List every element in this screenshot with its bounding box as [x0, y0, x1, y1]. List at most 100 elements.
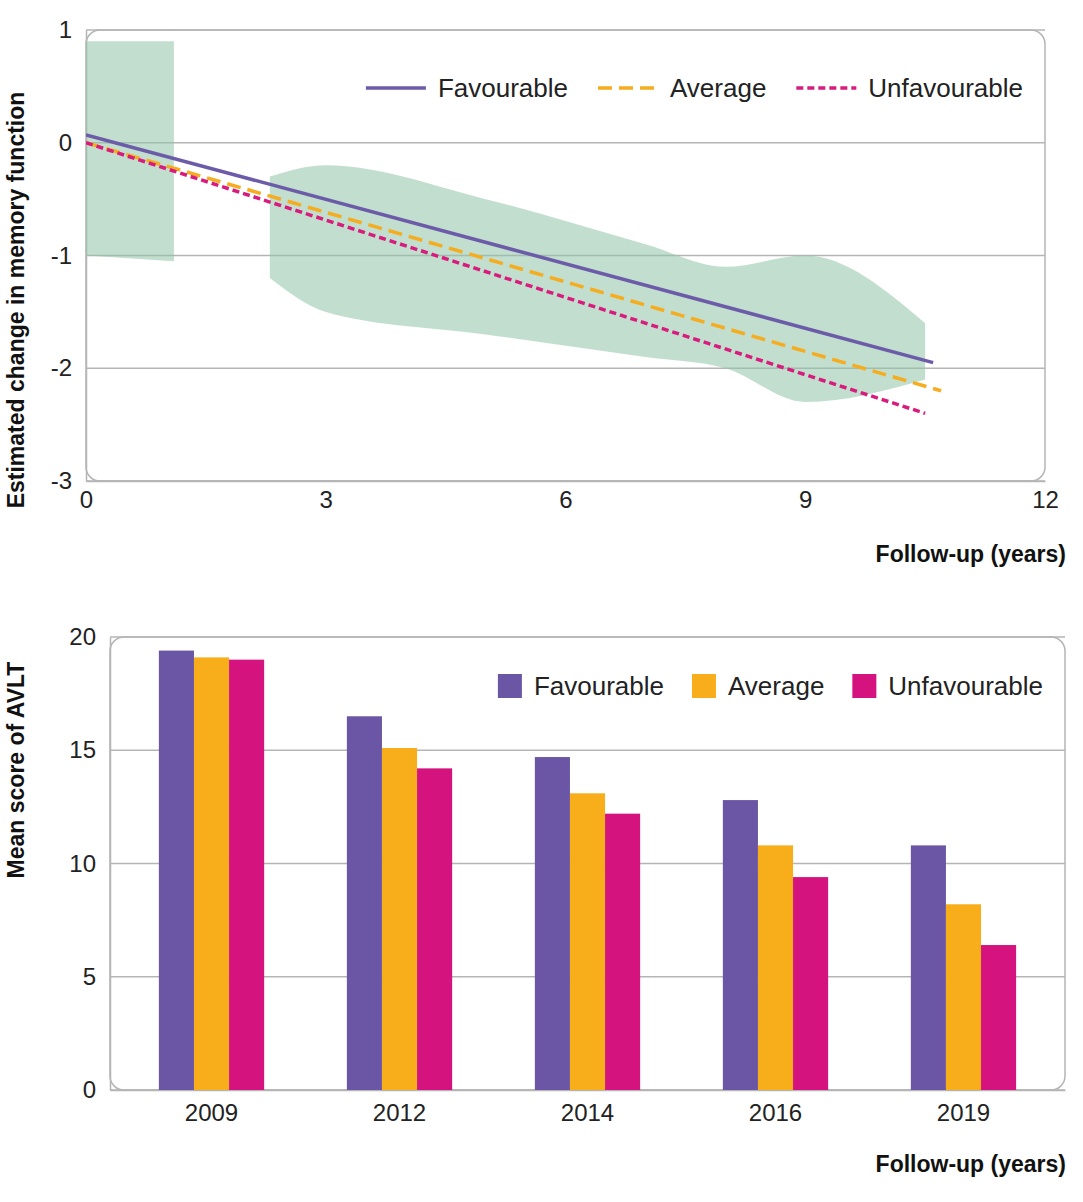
x-tick-label: 3 [320, 486, 333, 513]
legend-label: Favourable [438, 73, 568, 103]
legend: Favourable Average Unfavourable [498, 671, 1043, 701]
legend-swatch [598, 86, 658, 90]
legend-item: Favourable [366, 73, 568, 103]
point-cloud [86, 41, 174, 261]
bar [382, 748, 417, 1090]
legend-item: Average [598, 73, 766, 103]
x-tick-label: 2014 [561, 1099, 614, 1126]
y-axis-line [110, 638, 112, 1091]
bar [605, 814, 640, 1090]
point-cloud [270, 165, 925, 402]
bar [793, 877, 828, 1090]
bar-series [159, 651, 946, 1090]
legend-label: Average [728, 671, 824, 701]
trend-line [86, 143, 941, 391]
y-tick-label: 5 [83, 963, 96, 990]
y-tick: 5 [83, 963, 110, 990]
bar [758, 845, 793, 1090]
y-tick: -1 [51, 242, 86, 269]
y-tick-label: 0 [59, 129, 72, 156]
plot-frame [86, 30, 1045, 481]
y-tick: 20 [69, 623, 110, 650]
bar [194, 657, 229, 1090]
y-axis-title: Estimated change in memory function [3, 92, 29, 509]
x-tick: 6 [559, 481, 572, 513]
legend-swatch [852, 674, 876, 698]
x-tick-label: 0 [80, 486, 93, 513]
y-axis: 0 5 10 15 20 [69, 623, 110, 1103]
y-tick: 0 [59, 129, 86, 156]
y-axis: -3 -2 -1 0 1 [51, 16, 87, 494]
legend-item: Unfavourable [852, 671, 1043, 701]
y-tick-label: 20 [69, 623, 96, 650]
x-axis-line [87, 481, 1046, 483]
plot-frame [110, 637, 1065, 1090]
x-tick: 2019 [937, 1090, 990, 1126]
bar-series [194, 657, 981, 1090]
chart-1: 0 5 10 15 20 2009 2012 2014 2016 2019 Mean score o… [3, 623, 1066, 1177]
x-tick: 12 [1032, 481, 1059, 513]
legend-label: Unfavourable [868, 73, 1023, 103]
x-tick-label: 2016 [749, 1099, 802, 1126]
legend: Favourable Average Unfavourable [366, 73, 1023, 103]
y-tick-label: 10 [69, 850, 96, 877]
legend-swatch [796, 86, 856, 90]
legend-item: Unfavourable [796, 73, 1023, 103]
legend-item: Favourable [498, 671, 664, 701]
bar [981, 945, 1016, 1090]
x-axis: 2009 2012 2014 2016 2019 [111, 1090, 1066, 1126]
bar [229, 660, 264, 1090]
legend-label: Average [670, 73, 766, 103]
plot-area [86, 41, 941, 413]
legend-label: Favourable [534, 671, 664, 701]
bar [535, 757, 570, 1090]
y-tick: -2 [51, 354, 86, 381]
y-axis-title: Mean score of AVLT [3, 662, 29, 879]
bar-series [229, 660, 1016, 1090]
bar [946, 904, 981, 1090]
chart-0: -3 -2 -1 0 1 0 3 6 9 12 Estimated change in memory… [3, 16, 1066, 567]
bar [159, 651, 194, 1090]
y-tick-label: -3 [51, 467, 72, 494]
x-axis-title: Follow-up (years) [876, 541, 1066, 567]
x-tick-label: 12 [1032, 486, 1059, 513]
figure: -3-2-101036912Estimated change in memory… [0, 0, 1083, 1202]
x-tick: 2014 [561, 1090, 614, 1126]
x-tick-label: 2009 [185, 1099, 238, 1126]
bar [417, 768, 452, 1090]
y-tick-label: -1 [51, 242, 72, 269]
y-tick-label: 1 [59, 16, 72, 43]
bar [570, 793, 605, 1090]
bar [723, 800, 758, 1090]
x-tick: 2016 [749, 1090, 802, 1126]
x-tick-label: 2019 [937, 1099, 990, 1126]
x-tick: 2009 [185, 1090, 238, 1126]
legend-swatch [498, 674, 522, 698]
y-tick-label: 15 [69, 736, 96, 763]
x-tick: 2012 [373, 1090, 426, 1126]
y-tick: 10 [69, 850, 110, 877]
legend-item: Average [692, 671, 824, 701]
x-tick: 9 [799, 481, 812, 513]
legend-swatch [692, 674, 716, 698]
x-tick-label: 2012 [373, 1099, 426, 1126]
y-tick: 15 [69, 736, 110, 763]
y-tick-label: -2 [51, 354, 72, 381]
plot-area [159, 651, 1016, 1090]
legend-label: Unfavourable [888, 671, 1043, 701]
legend-swatch [366, 86, 426, 90]
y-tick: 0 [83, 1076, 110, 1103]
y-tick-label: 0 [83, 1076, 96, 1103]
grid-line [86, 142, 1045, 144]
grid [110, 637, 1065, 1090]
grid [86, 30, 1045, 481]
bar [347, 716, 382, 1090]
y-tick: 1 [59, 16, 86, 43]
x-axis-title: Follow-up (years) [876, 1151, 1066, 1177]
x-tick-label: 9 [799, 486, 812, 513]
trend-line [86, 143, 925, 414]
x-tick-label: 6 [559, 486, 572, 513]
x-tick: 3 [320, 481, 333, 513]
x-axis: 0 3 6 9 12 [80, 481, 1059, 513]
x-tick: 0 [80, 481, 93, 513]
